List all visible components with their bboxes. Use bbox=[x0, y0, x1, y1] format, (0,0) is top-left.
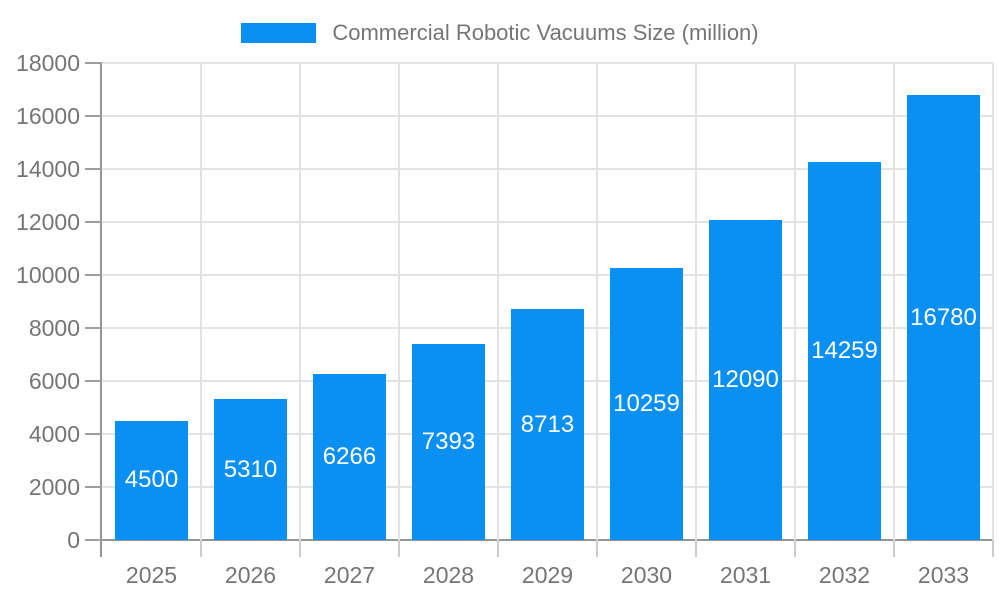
x-gridline bbox=[695, 63, 697, 540]
legend[interactable]: Commercial Robotic Vacuums Size (million… bbox=[0, 20, 1000, 46]
x-tick-mark bbox=[497, 540, 499, 557]
bar-value-label: 6266 bbox=[322, 442, 377, 470]
x-tick-mark bbox=[695, 540, 697, 557]
y-tick-mark bbox=[85, 274, 102, 276]
y-axis-label: 2000 bbox=[28, 474, 80, 500]
x-gridline bbox=[596, 63, 598, 540]
x-axis-label: 2032 bbox=[818, 562, 871, 588]
x-gridline bbox=[299, 63, 301, 540]
y-gridline bbox=[102, 62, 993, 64]
x-axis-label: 2028 bbox=[422, 562, 475, 588]
y-axis-label: 14000 bbox=[16, 156, 80, 182]
y-tick-mark bbox=[85, 380, 102, 382]
y-axis-label: 0 bbox=[67, 527, 80, 553]
y-axis-label: 8000 bbox=[28, 315, 80, 341]
x-tick-mark bbox=[299, 540, 301, 557]
bar: 14259 bbox=[808, 162, 881, 540]
bar: 12090 bbox=[709, 219, 782, 540]
y-gridline bbox=[102, 274, 993, 276]
x-tick-mark bbox=[794, 540, 796, 557]
bar-value-label: 5310 bbox=[223, 455, 278, 483]
x-axis-label: 2025 bbox=[125, 562, 178, 588]
y-tick-mark bbox=[85, 327, 102, 329]
y-tick-mark bbox=[85, 221, 102, 223]
bar: 4500 bbox=[115, 420, 188, 540]
x-axis-label: 2026 bbox=[224, 562, 277, 588]
x-tick-mark bbox=[200, 540, 202, 557]
y-axis-line bbox=[100, 63, 102, 557]
x-tick-mark bbox=[893, 540, 895, 557]
bar: 8713 bbox=[511, 309, 584, 540]
x-gridline bbox=[893, 63, 895, 540]
y-gridline bbox=[102, 115, 993, 117]
y-axis-label: 12000 bbox=[16, 209, 80, 235]
x-axis-label: 2033 bbox=[917, 562, 970, 588]
y-axis-label: 10000 bbox=[16, 262, 80, 288]
x-axis-label: 2027 bbox=[323, 562, 376, 588]
y-tick-mark bbox=[85, 539, 102, 541]
x-axis-label: 2029 bbox=[521, 562, 574, 588]
bar-value-label: 7393 bbox=[421, 428, 476, 456]
bar-value-label: 14259 bbox=[811, 337, 878, 365]
x-tick-mark bbox=[992, 540, 994, 557]
y-tick-mark bbox=[85, 433, 102, 435]
y-gridline bbox=[102, 168, 993, 170]
bar-value-label: 8713 bbox=[520, 410, 575, 438]
y-axis-label: 4000 bbox=[28, 421, 80, 447]
legend-swatch-icon bbox=[241, 23, 317, 43]
x-tick-mark bbox=[398, 540, 400, 557]
x-axis-line bbox=[85, 539, 993, 541]
y-tick-mark bbox=[85, 486, 102, 488]
y-axis-label: 6000 bbox=[28, 368, 80, 394]
x-gridline bbox=[398, 63, 400, 540]
bar-value-label: 10259 bbox=[613, 390, 680, 418]
bar-value-label: 16780 bbox=[910, 303, 977, 331]
y-gridline bbox=[102, 221, 993, 223]
bar: 7393 bbox=[412, 344, 485, 540]
bar: 10259 bbox=[610, 268, 683, 540]
x-tick-mark bbox=[596, 540, 598, 557]
x-gridline bbox=[794, 63, 796, 540]
y-tick-mark bbox=[85, 168, 102, 170]
legend-label: Commercial Robotic Vacuums Size (million… bbox=[332, 20, 759, 45]
y-axis-label: 16000 bbox=[16, 103, 80, 129]
y-tick-mark bbox=[85, 62, 102, 64]
x-gridline bbox=[992, 63, 994, 540]
x-axis-label: 2030 bbox=[620, 562, 673, 588]
x-gridline bbox=[200, 63, 202, 540]
bar-value-label: 12090 bbox=[712, 365, 779, 393]
x-gridline bbox=[497, 63, 499, 540]
x-axis-label: 2031 bbox=[719, 562, 772, 588]
bar-value-label: 4500 bbox=[124, 466, 179, 494]
bar: 5310 bbox=[214, 399, 287, 540]
bar: 6266 bbox=[313, 373, 386, 540]
y-tick-mark bbox=[85, 115, 102, 117]
bar: 16780 bbox=[907, 95, 980, 540]
y-axis-label: 18000 bbox=[16, 50, 80, 76]
